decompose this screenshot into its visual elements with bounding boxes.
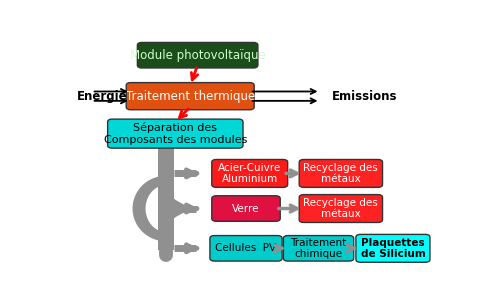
Text: Module photovoltaïque: Module photovoltaïque [130, 49, 265, 62]
Text: Recyclage des
métaux: Recyclage des métaux [303, 198, 378, 219]
Bar [158, 145, 174, 250]
Text: Acier-Cuivre
Aluminium: Acier-Cuivre Aluminium [218, 163, 281, 184]
FancyBboxPatch shape [283, 236, 354, 261]
Polygon shape [174, 199, 191, 218]
Text: Verre: Verre [232, 204, 260, 213]
FancyBboxPatch shape [299, 195, 383, 223]
Text: Séparation des
Composants des modules: Séparation des Composants des modules [104, 123, 247, 145]
FancyBboxPatch shape [210, 236, 282, 261]
FancyBboxPatch shape [126, 83, 254, 110]
Text: Energie: Energie [77, 90, 127, 103]
FancyBboxPatch shape [356, 234, 430, 262]
FancyBboxPatch shape [108, 119, 243, 148]
Text: Traitement thermique: Traitement thermique [126, 90, 255, 103]
Bar [174, 199, 175, 218]
Text: Cellules  PV: Cellules PV [216, 243, 276, 253]
Text: Emissions: Emissions [332, 90, 397, 103]
FancyBboxPatch shape [212, 196, 280, 221]
Text: Traitement
chimique: Traitement chimique [290, 237, 347, 259]
Polygon shape [132, 176, 166, 241]
FancyBboxPatch shape [137, 43, 258, 68]
Text: Plaquettes
de Silicium: Plaquettes de Silicium [360, 237, 425, 259]
FancyBboxPatch shape [299, 160, 383, 187]
Text: Recyclage des
métaux: Recyclage des métaux [303, 163, 378, 184]
FancyBboxPatch shape [212, 160, 288, 187]
